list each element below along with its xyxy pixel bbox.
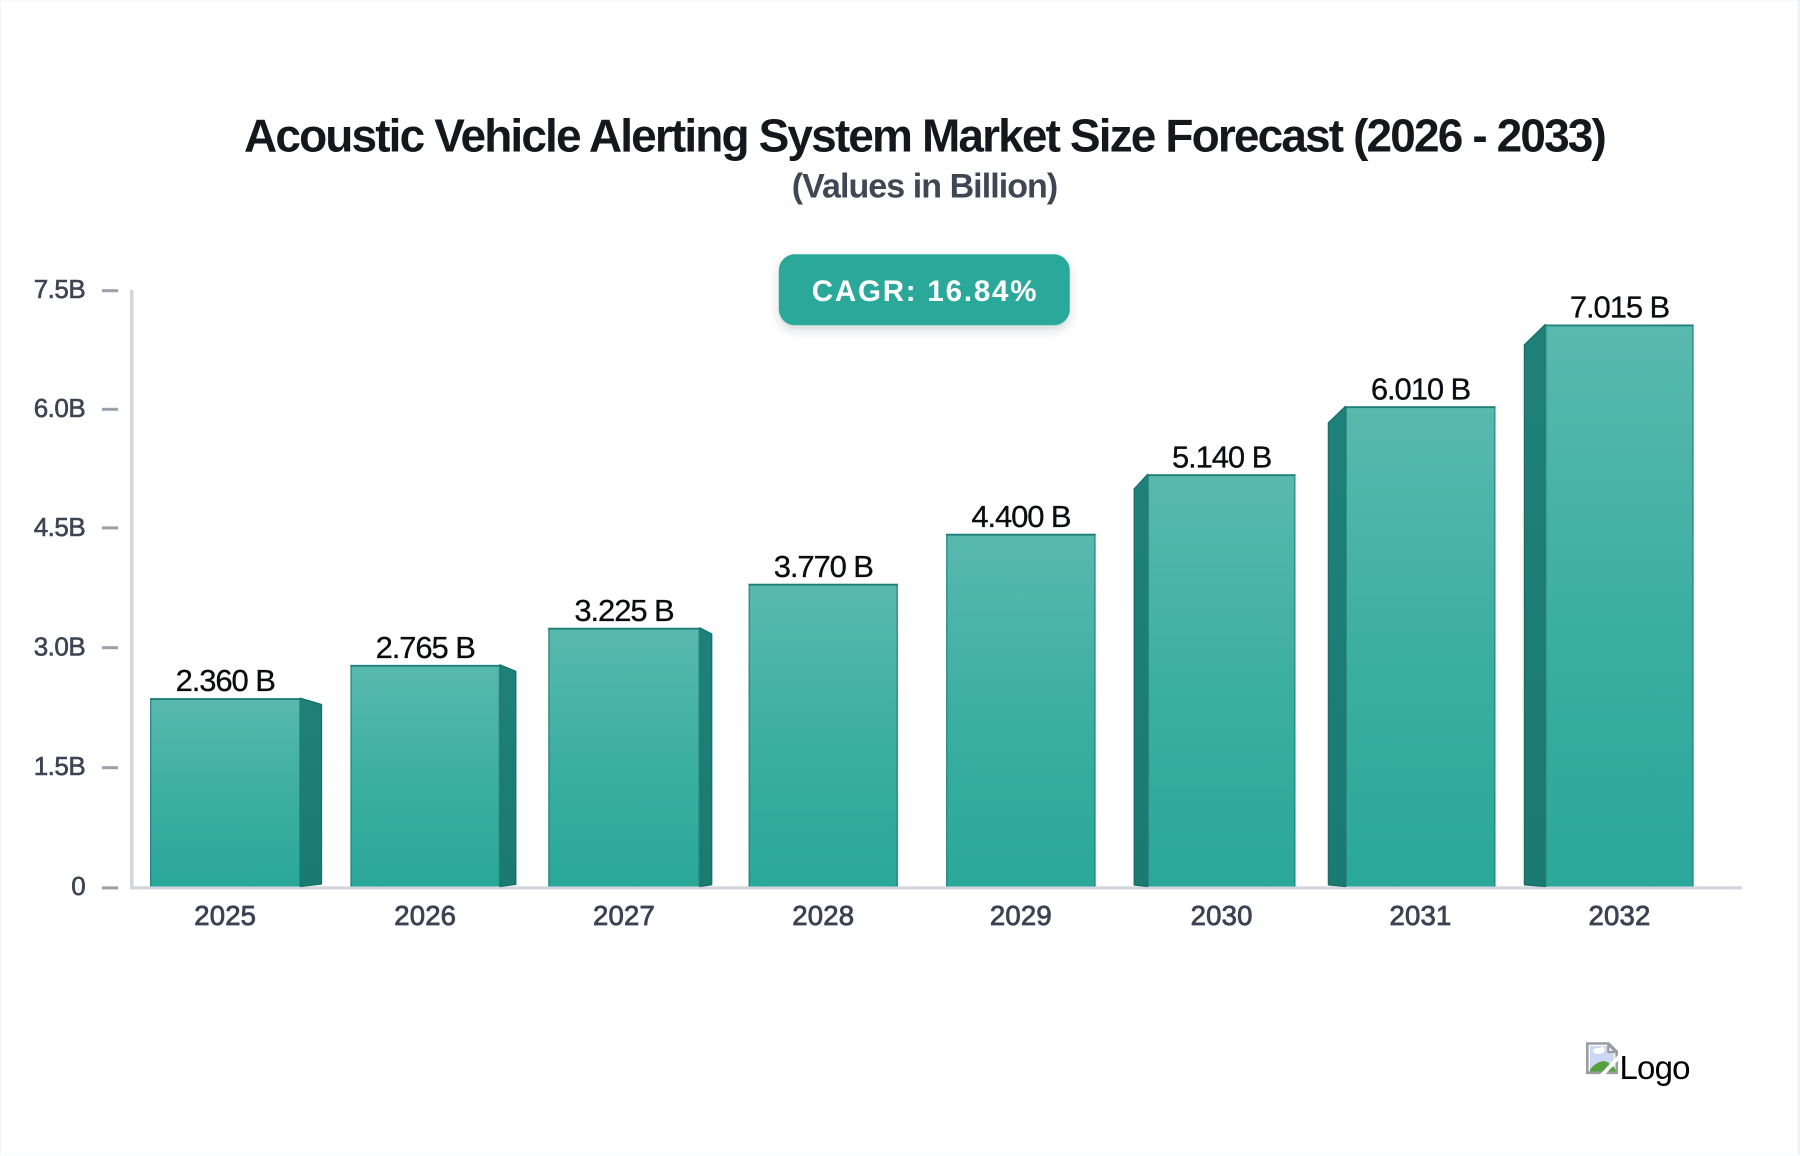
svg-text:4.5B: 4.5B: [34, 512, 86, 542]
svg-text:2030: 2030: [1191, 900, 1253, 931]
svg-text:(Values in Billion): (Values in Billion): [792, 167, 1058, 205]
svg-text:2028: 2028: [792, 900, 854, 931]
svg-text:Logo: Logo: [1620, 1049, 1690, 1086]
svg-text:2027: 2027: [593, 900, 655, 931]
svg-text:Acoustic Vehicle Alerting Syst: Acoustic Vehicle Alerting System Market …: [244, 110, 1606, 162]
svg-text:2031: 2031: [1390, 900, 1452, 931]
svg-text:2032: 2032: [1589, 900, 1651, 931]
svg-text:2025: 2025: [194, 900, 256, 931]
svg-text:7.5B: 7.5B: [34, 274, 86, 304]
svg-text:1.5B: 1.5B: [34, 751, 86, 781]
svg-text:7.015 B: 7.015 B: [1570, 290, 1670, 325]
svg-text:6.010 B: 6.010 B: [1371, 371, 1471, 406]
svg-text:3.770 B: 3.770 B: [774, 549, 874, 584]
svg-text:5.140 B: 5.140 B: [1172, 439, 1272, 474]
svg-text:CAGR: 16.84%: CAGR: 16.84%: [812, 275, 1039, 308]
svg-text:4.400 B: 4.400 B: [971, 499, 1071, 534]
svg-text:3.225 B: 3.225 B: [574, 593, 674, 628]
svg-text:2.360 B: 2.360 B: [176, 663, 276, 698]
svg-text:2029: 2029: [990, 900, 1052, 931]
svg-text:3.0B: 3.0B: [34, 632, 86, 662]
svg-text:0: 0: [71, 871, 85, 901]
svg-text:2.765 B: 2.765 B: [376, 630, 476, 665]
svg-text:2026: 2026: [394, 900, 456, 931]
svg-text:6.0B: 6.0B: [34, 393, 86, 423]
